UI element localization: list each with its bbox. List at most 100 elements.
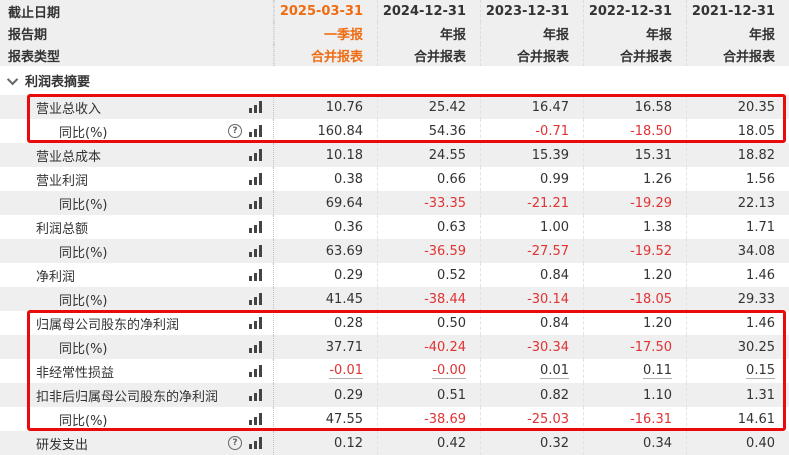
value-cell: 2025-03-31 — [274, 0, 377, 22]
value-cell: 22.13 — [686, 191, 789, 215]
row-label: 同比(%) — [59, 413, 108, 429]
help-icon[interactable]: ? — [228, 436, 242, 450]
value-cell: 10.76 — [325, 99, 363, 115]
value-cell: -17.50 — [583, 335, 686, 359]
value-cell: 34.08 — [686, 239, 789, 263]
value-cell: 14.61 — [686, 407, 789, 431]
value-cell: 0.01 — [480, 359, 583, 383]
row-label-cell: 同比(%)? — [0, 119, 274, 143]
row-label: 同比(%) — [59, 341, 108, 357]
row-label: 截止日期 — [8, 5, 61, 21]
row-icons — [249, 293, 262, 305]
value-cell: -30.14 — [480, 287, 583, 311]
bar-chart-icon[interactable] — [249, 317, 262, 329]
value-cell: -18.05 — [583, 287, 686, 311]
row-icons — [249, 197, 262, 209]
value-cell: 合并报表 — [274, 44, 377, 66]
header-row: 报表类型 合并报表 合并报表 合并报表 合并报表 合并报表 — [0, 44, 789, 66]
value-cell: 0.84 — [480, 263, 583, 287]
bar-chart-icon[interactable] — [249, 245, 262, 257]
table-row: 利润总额 0.36 0.63 1.00 1.38 1.71 — [0, 215, 789, 239]
value-cell: 37.71 — [325, 339, 363, 355]
value-cell: 0.84 — [480, 311, 583, 335]
report-period-header: 截止日期 2025-03-31 2024-12-31 2023-12-31 2022-1… — [0, 0, 789, 66]
value-cell: -38.69 — [377, 407, 480, 431]
value-cell: 1.20 — [583, 311, 686, 335]
row-label-cell: 营业总成本 — [0, 143, 274, 167]
value-cell: -0.00 — [377, 359, 480, 383]
table-row: 营业利润 0.38 0.66 0.99 1.26 1.56 — [0, 167, 789, 191]
row-label: 研发支出 — [36, 437, 89, 453]
value-cell: 2024-12-31 — [377, 0, 480, 22]
bar-chart-icon[interactable] — [249, 269, 262, 281]
value-cell: 69.64 — [325, 195, 363, 211]
table-row: 研发支出? 0.12 0.42 0.32 0.34 0.40 — [0, 431, 789, 455]
row-label: 同比(%) — [59, 293, 108, 309]
row-label-cell: 利润总额 — [0, 215, 274, 239]
value-cell: 年报 — [377, 22, 480, 44]
value-cell: 0.52 — [377, 263, 480, 287]
chevron-down-icon[interactable] — [6, 73, 19, 85]
value-cell: 合并报表 — [686, 44, 789, 66]
section-row-income-statement[interactable]: 利润表摘要 — [0, 66, 789, 95]
bar-chart-icon[interactable] — [249, 101, 262, 113]
bar-chart-icon[interactable] — [249, 149, 262, 161]
value-cell: 2022-12-31 — [583, 0, 686, 22]
row-label-cell: 净利润 — [0, 263, 274, 287]
row-icons — [249, 389, 262, 401]
row-icons: ? — [228, 124, 262, 138]
help-icon[interactable]: ? — [228, 124, 242, 138]
header-row: 截止日期 2025-03-31 2024-12-31 2023-12-31 2022-1… — [0, 0, 789, 22]
value-cell: 0.51 — [377, 383, 480, 407]
value-cell: 25.42 — [377, 95, 480, 119]
value-cell: 2023-12-31 — [480, 0, 583, 22]
row-label-cell: 同比(%) — [0, 239, 274, 263]
bar-chart-icon[interactable] — [249, 221, 262, 233]
value-cell: 1.26 — [583, 167, 686, 191]
value-cell: 1.10 — [583, 383, 686, 407]
value-cell: 10.18 — [325, 147, 363, 163]
row-icons — [249, 341, 262, 353]
table-row: 归属母公司股东的净利润 0.28 0.50 0.84 1.20 1.46 — [0, 311, 789, 335]
value-cell: 合并报表 — [583, 44, 686, 66]
value-cell: 16.47 — [480, 95, 583, 119]
value-cell: 0.66 — [377, 167, 480, 191]
bar-chart-icon[interactable] — [249, 365, 262, 377]
row-label: 非经常性损益 — [36, 365, 115, 381]
value-cell: 1.56 — [686, 167, 789, 191]
bar-chart-icon[interactable] — [249, 173, 262, 185]
row-label-cell: 报告期 — [0, 22, 274, 44]
table-row: 同比(%) 37.71 -40.24 -30.34 -17.50 30.25 — [0, 335, 789, 359]
table-row: 非经常性损益 -0.01 -0.00 0.01 0.11 0.15 — [0, 359, 789, 383]
table-row: 同比(%) 69.64 -33.35 -21.21 -19.29 22.13 — [0, 191, 789, 215]
value-cell: -36.59 — [377, 239, 480, 263]
value-cell: 1.31 — [686, 383, 789, 407]
bar-chart-icon[interactable] — [249, 389, 262, 401]
value-cell: -33.35 — [377, 191, 480, 215]
row-label: 报表类型 — [8, 49, 61, 65]
value-cell: -16.31 — [583, 407, 686, 431]
value-cell: 15.39 — [480, 143, 583, 167]
value-cell: 16.58 — [583, 95, 686, 119]
row-label: 报告期 — [8, 27, 48, 43]
bar-chart-icon[interactable] — [249, 437, 262, 449]
value-cell: 一季报 — [274, 22, 377, 44]
bar-chart-icon[interactable] — [249, 125, 262, 137]
value-cell: 0.28 — [334, 315, 363, 331]
table-row: 同比(%)? 160.84 54.36 -0.71 -18.50 18.05 — [0, 119, 789, 143]
row-label: 营业利润 — [36, 173, 89, 189]
row-icons — [249, 413, 262, 425]
value-cell: 1.46 — [686, 311, 789, 335]
value-cell: 0.29 — [334, 267, 363, 283]
value-cell: 18.82 — [686, 143, 789, 167]
row-label-cell: 同比(%) — [0, 191, 274, 215]
bar-chart-icon[interactable] — [249, 413, 262, 425]
value-cell: 41.45 — [325, 291, 363, 307]
bar-chart-icon[interactable] — [249, 293, 262, 305]
row-label: 净利润 — [36, 269, 76, 285]
value-cell: -18.50 — [583, 119, 686, 143]
row-label-cell: 营业利润 — [0, 167, 274, 191]
bar-chart-icon[interactable] — [249, 341, 262, 353]
bar-chart-icon[interactable] — [249, 197, 262, 209]
